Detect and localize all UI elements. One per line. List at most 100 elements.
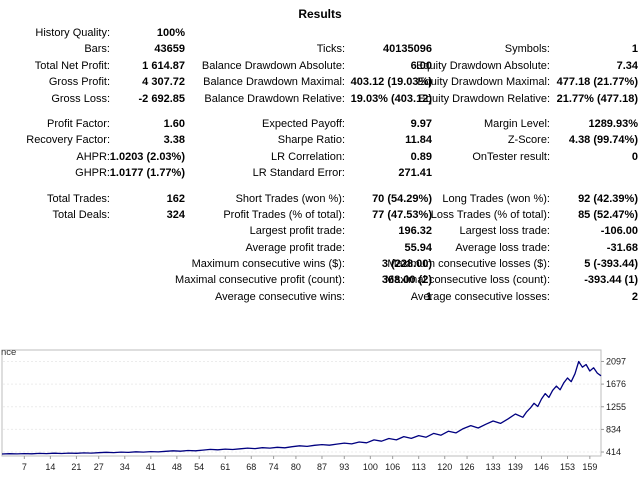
stat-label: Loss Trades (% of total): bbox=[430, 208, 550, 221]
stat-value: 196.32 bbox=[398, 225, 432, 238]
stat-label: Ticks: bbox=[316, 43, 345, 56]
stat-label: Bars: bbox=[84, 43, 110, 56]
stat-label: Sharpe Ratio: bbox=[277, 134, 345, 147]
stats-row: Maximum consecutive wins ($): 3 (228.00) M… bbox=[0, 256, 640, 272]
balance-line bbox=[1, 360, 602, 455]
stats-row: Profit Factor: 1.60 Expected Payoff: 9.97 Ma… bbox=[0, 116, 640, 132]
stat-value: -2 692.85 bbox=[138, 92, 185, 105]
stats-row: Bars: 43659 Ticks: 40135096 Symbols: 1 bbox=[0, 41, 640, 57]
stat-label: Expected Payoff: bbox=[262, 117, 345, 130]
stat-value: 324 bbox=[166, 208, 185, 221]
stat-label: Total Net Profit: bbox=[34, 59, 110, 72]
stat-label: Recovery Factor: bbox=[26, 134, 110, 147]
stat-value: 1289.93% bbox=[588, 117, 638, 130]
stat-label: Short Trades (won %): bbox=[235, 192, 345, 205]
balance-chart: 2097 1676 1255 834 414 7 14 21 27 34 41 48 54 61 68 74 8… bbox=[0, 344, 640, 480]
x-tick-label: 34 bbox=[120, 462, 130, 472]
stat-value: 1.0203 (2.03%) bbox=[109, 150, 185, 163]
stat-label: Maximal consecutive loss (count): bbox=[384, 274, 550, 287]
y-tick-label: 2097 bbox=[606, 356, 626, 366]
stat-label: Average loss trade: bbox=[455, 241, 550, 254]
stat-value: 70 (54.29%) bbox=[372, 192, 432, 205]
stat-value: 19.03% (403.12) bbox=[350, 92, 432, 105]
stats-row: AHPR: 1.0203 (2.03%) LR Correlation: 0.89 On… bbox=[0, 149, 640, 165]
stat-value: 7.34 bbox=[616, 59, 638, 72]
stat-label: Balance Drawdown Maximal: bbox=[203, 76, 345, 89]
stat-value: -393.44 (1) bbox=[584, 274, 638, 287]
stat-value: -106.00 bbox=[600, 225, 638, 238]
stat-label: Maximal consecutive profit (count): bbox=[175, 274, 345, 287]
stat-value: 1.60 bbox=[163, 117, 185, 130]
stats-row: Total Trades: 162 Short Trades (won %): 70 … bbox=[0, 191, 640, 207]
stat-label: Equity Drawdown Maximal: bbox=[417, 76, 550, 89]
x-tick-label: 7 bbox=[22, 462, 27, 472]
stat-label: Long Trades (won %): bbox=[442, 192, 550, 205]
x-tick-label: 133 bbox=[486, 462, 501, 472]
stat-label: Total Trades: bbox=[47, 192, 110, 205]
stat-value: 43659 bbox=[154, 43, 185, 56]
x-tick-label: 100 bbox=[363, 462, 378, 472]
stat-value: 271.41 bbox=[398, 167, 432, 180]
stat-label: Profit Trades (% of total): bbox=[223, 208, 345, 221]
stats-spacer bbox=[0, 182, 640, 191]
x-tick-label: 159 bbox=[582, 462, 597, 472]
stat-value: 477.18 (21.77%) bbox=[556, 76, 638, 89]
stat-value: 162 bbox=[166, 192, 185, 205]
stat-value: 1.0177 (1.77%) bbox=[109, 167, 185, 180]
stat-label: Total Deals: bbox=[52, 208, 110, 221]
plot-area-border bbox=[1, 349, 602, 457]
stat-label: GHPR: bbox=[75, 167, 110, 180]
stat-label: Profit Factor: bbox=[47, 117, 110, 130]
stat-value: 85 (52.47%) bbox=[578, 208, 638, 221]
stats-row: GHPR: 1.0177 (1.77%) LR Standard Error: 271… bbox=[0, 165, 640, 181]
page-title: Results bbox=[298, 7, 342, 21]
x-tick-label: 27 bbox=[94, 462, 104, 472]
x-tick-label: 14 bbox=[45, 462, 55, 472]
x-tick-label: 120 bbox=[437, 462, 452, 472]
x-tick-label: 93 bbox=[339, 462, 349, 472]
stat-value: 1 bbox=[425, 290, 432, 303]
stat-label: Z-Score: bbox=[507, 134, 550, 147]
stats-row: Gross Loss: -2 692.85 Balance Drawdown Rel… bbox=[0, 91, 640, 107]
stat-label: Balance Drawdown Absolute: bbox=[201, 59, 345, 72]
balance-axis-label-fragment: nce bbox=[1, 347, 16, 358]
stat-label: Maximum consecutive wins ($): bbox=[191, 258, 345, 271]
x-tick-label: 146 bbox=[534, 462, 549, 472]
x-tick-label: 80 bbox=[291, 462, 301, 472]
stat-value: 3 (228.00) bbox=[381, 258, 432, 271]
stat-value: 2 bbox=[631, 290, 638, 303]
x-tick-label: 87 bbox=[317, 462, 327, 472]
stats-row: Largest profit trade: 196.32 Largest loss … bbox=[0, 223, 640, 239]
stat-label: Largest profit trade: bbox=[249, 225, 345, 238]
stat-value: 21.77% (477.18) bbox=[556, 92, 638, 105]
stats-row: Total Net Profit: 1 614.87 Balance Drawdow… bbox=[0, 58, 640, 74]
stat-value: 368.00 (2) bbox=[381, 274, 432, 287]
stat-value: 6.00 bbox=[410, 59, 432, 72]
stat-label: Average consecutive wins: bbox=[214, 290, 345, 303]
stat-label: Gross Profit: bbox=[48, 76, 110, 89]
stat-label: Equity Drawdown Absolute: bbox=[416, 59, 550, 72]
stat-value: 55.94 bbox=[404, 241, 432, 254]
stat-value: 0.89 bbox=[410, 150, 432, 163]
stat-value: 92 (42.39%) bbox=[578, 192, 638, 205]
stats-row: Average consecutive wins: 1 Average consec… bbox=[0, 289, 640, 305]
x-tick-label: 41 bbox=[146, 462, 156, 472]
x-tick-label: 48 bbox=[172, 462, 182, 472]
stat-label: Balance Drawdown Relative: bbox=[204, 92, 345, 105]
stat-value: 1 614.87 bbox=[142, 59, 185, 72]
stat-label: Symbols: bbox=[504, 43, 550, 56]
stat-value: 9.97 bbox=[410, 117, 432, 130]
stat-value: 40135096 bbox=[383, 43, 432, 56]
x-tick-label: 61 bbox=[220, 462, 230, 472]
stat-value: 0 bbox=[631, 150, 638, 163]
stat-label: Margin Level: bbox=[483, 117, 550, 130]
x-tick-label: 21 bbox=[71, 462, 81, 472]
stats-table: History Quality: 100% Bars: 43659 Ticks: 4013… bbox=[0, 25, 640, 305]
stat-value: 4.38 (99.74%) bbox=[568, 134, 638, 147]
x-tick-label: 113 bbox=[412, 462, 426, 472]
stat-label: LR Correlation: bbox=[271, 150, 345, 163]
stats-row: Recovery Factor: 3.38 Sharpe Ratio: 11.84 Z-… bbox=[0, 132, 640, 148]
stat-value: 403.12 (19.03%) bbox=[350, 76, 432, 89]
x-tick-label: 139 bbox=[508, 462, 523, 472]
